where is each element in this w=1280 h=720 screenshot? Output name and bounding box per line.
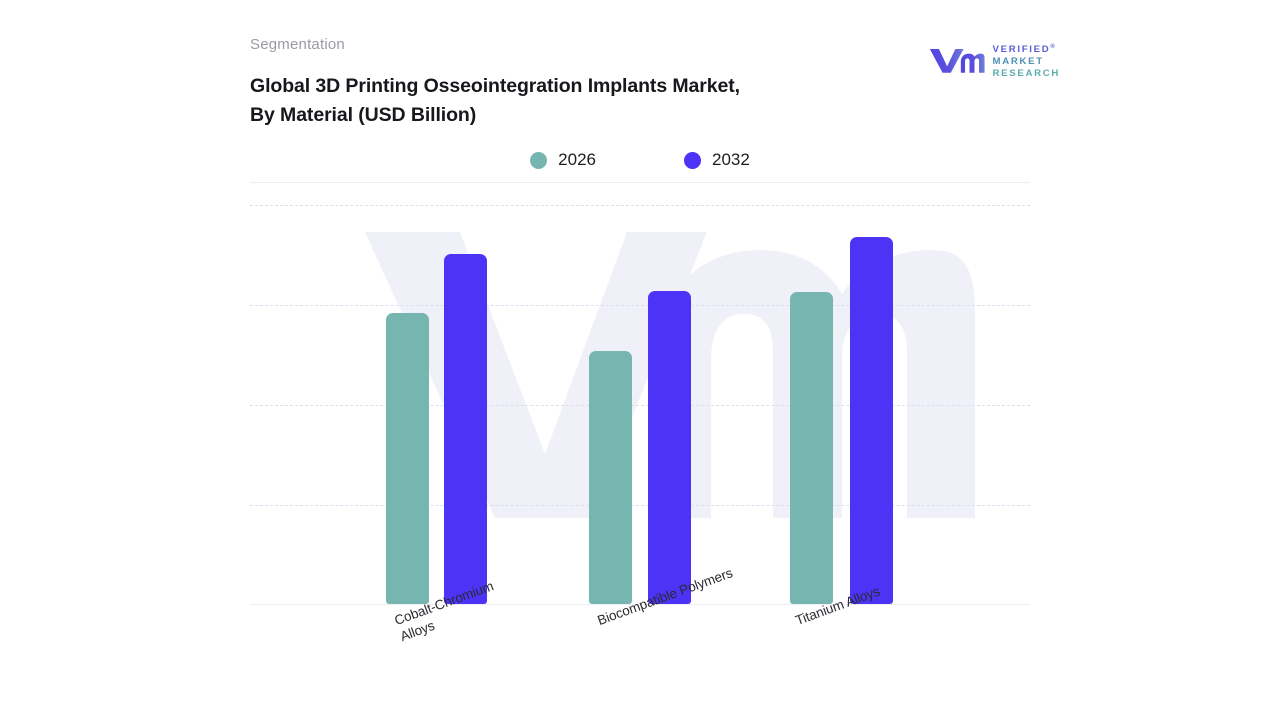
vmr-logo-text: VERIFIED® MARKET RESEARCH: [993, 41, 1060, 78]
kicker-label: Segmentation: [250, 36, 345, 53]
registered-mark-icon: ®: [1050, 44, 1055, 51]
bar-chart: Cobalt-Chromium Alloys Biocompatible Pol…: [250, 200, 1030, 644]
logo-word-verified: VERIFIED®: [992, 44, 1055, 56]
logo-word-research: RESEARCH: [992, 67, 1060, 79]
legend-label: 2026: [558, 150, 596, 169]
chart-legend: 2026 2032: [250, 150, 1030, 170]
logo-word-market: MARKET: [992, 56, 1044, 68]
page-title: Global 3D Printing Osseointegration Impl…: [250, 72, 1030, 130]
gridline: [250, 205, 1030, 206]
vmr-logo-mark-icon: [929, 49, 985, 73]
gridline: [250, 405, 1030, 406]
header-divider: [250, 182, 1030, 183]
gridline: [250, 505, 1030, 506]
vmr-logo: VERIFIED® MARKET RESEARCH: [928, 42, 1060, 78]
legend-item-2032[interactable]: 2032: [684, 150, 750, 170]
legend-label: 2032: [712, 150, 750, 169]
legend-item-2026[interactable]: 2026: [530, 150, 596, 170]
chart-header: Segmentation Global 3D Printing Osseoint…: [250, 36, 1030, 130]
axis-baseline: [250, 604, 1030, 605]
bar-2026-cobalt-chromium-alloys[interactable]: [386, 313, 429, 604]
legend-dot-icon: [530, 151, 548, 169]
bar-2032-cobalt-chromium-alloys[interactable]: [444, 254, 487, 604]
bar-2032-biocompatible-polymers[interactable]: [648, 291, 691, 604]
bar-2026-titanium-alloys[interactable]: [790, 292, 833, 604]
x-axis-labels: Cobalt-Chromium Alloys Biocompatible Pol…: [250, 565, 1030, 705]
bar-2032-titanium-alloys[interactable]: [850, 237, 893, 604]
gridline: [250, 305, 1030, 306]
page-title-line-1: Global 3D Printing Osseointegration Impl…: [250, 75, 740, 97]
page-title-line-2: By Material (USD Billion): [250, 104, 477, 126]
legend-dot-icon: [684, 151, 701, 169]
plot-area: [250, 200, 1030, 605]
bar-2026-biocompatible-polymers[interactable]: [589, 351, 632, 604]
